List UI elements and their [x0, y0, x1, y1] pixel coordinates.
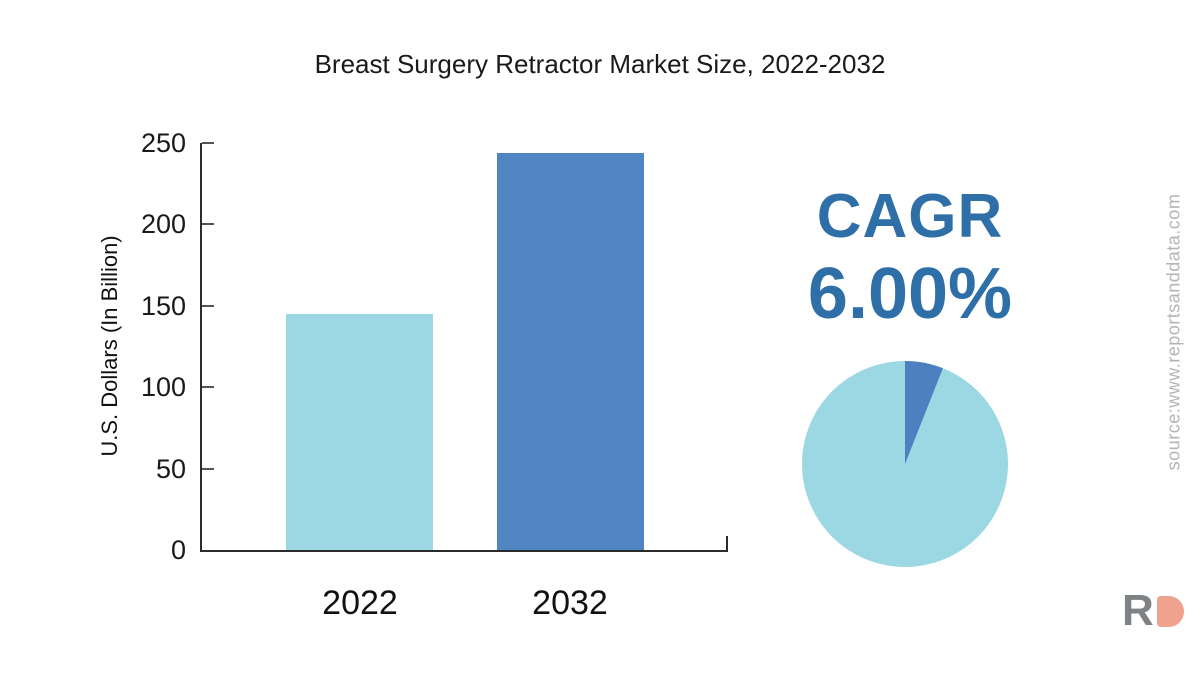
y-axis-label: U.S. Dollars (In Billion)	[97, 235, 122, 457]
y-tick-mark	[202, 223, 214, 226]
y-tick-label: 250	[140, 128, 186, 158]
x-tick-label-2032: 2032	[532, 584, 608, 622]
y-tick-label: 150	[140, 290, 186, 321]
bar-2022	[286, 313, 433, 550]
source-note: source:www.reportsanddata.com	[1163, 193, 1184, 471]
y-tick-label: 100	[140, 372, 186, 403]
cagr-value: 6.00%	[807, 254, 1013, 334]
chart-title: Breast Surgery Retractor Market Size, 20…	[314, 49, 886, 79]
logo-d-shape	[1156, 595, 1184, 627]
y-tick-label: 0	[170, 535, 186, 565]
logo-letter-r: R	[1122, 586, 1154, 635]
x-tick-label-2022: 2022	[322, 584, 398, 622]
y-tick-mark	[202, 304, 214, 307]
cagr-label: CAGR	[816, 182, 1004, 251]
y-tick-mark	[202, 386, 214, 389]
y-tick-mark	[202, 467, 214, 470]
x-axis-endcap	[726, 536, 728, 550]
bar-2032	[497, 152, 644, 550]
y-tick-label: 50	[155, 453, 186, 484]
reportsanddata-logo: R	[1122, 586, 1184, 635]
bar-chart: 0 50 100 150 200 250	[141, 128, 728, 565]
y-tick-label: 200	[140, 209, 186, 240]
y-tick-mark	[202, 142, 214, 144]
pie-chart	[802, 361, 1008, 567]
pie-cagr-slice	[905, 361, 943, 464]
